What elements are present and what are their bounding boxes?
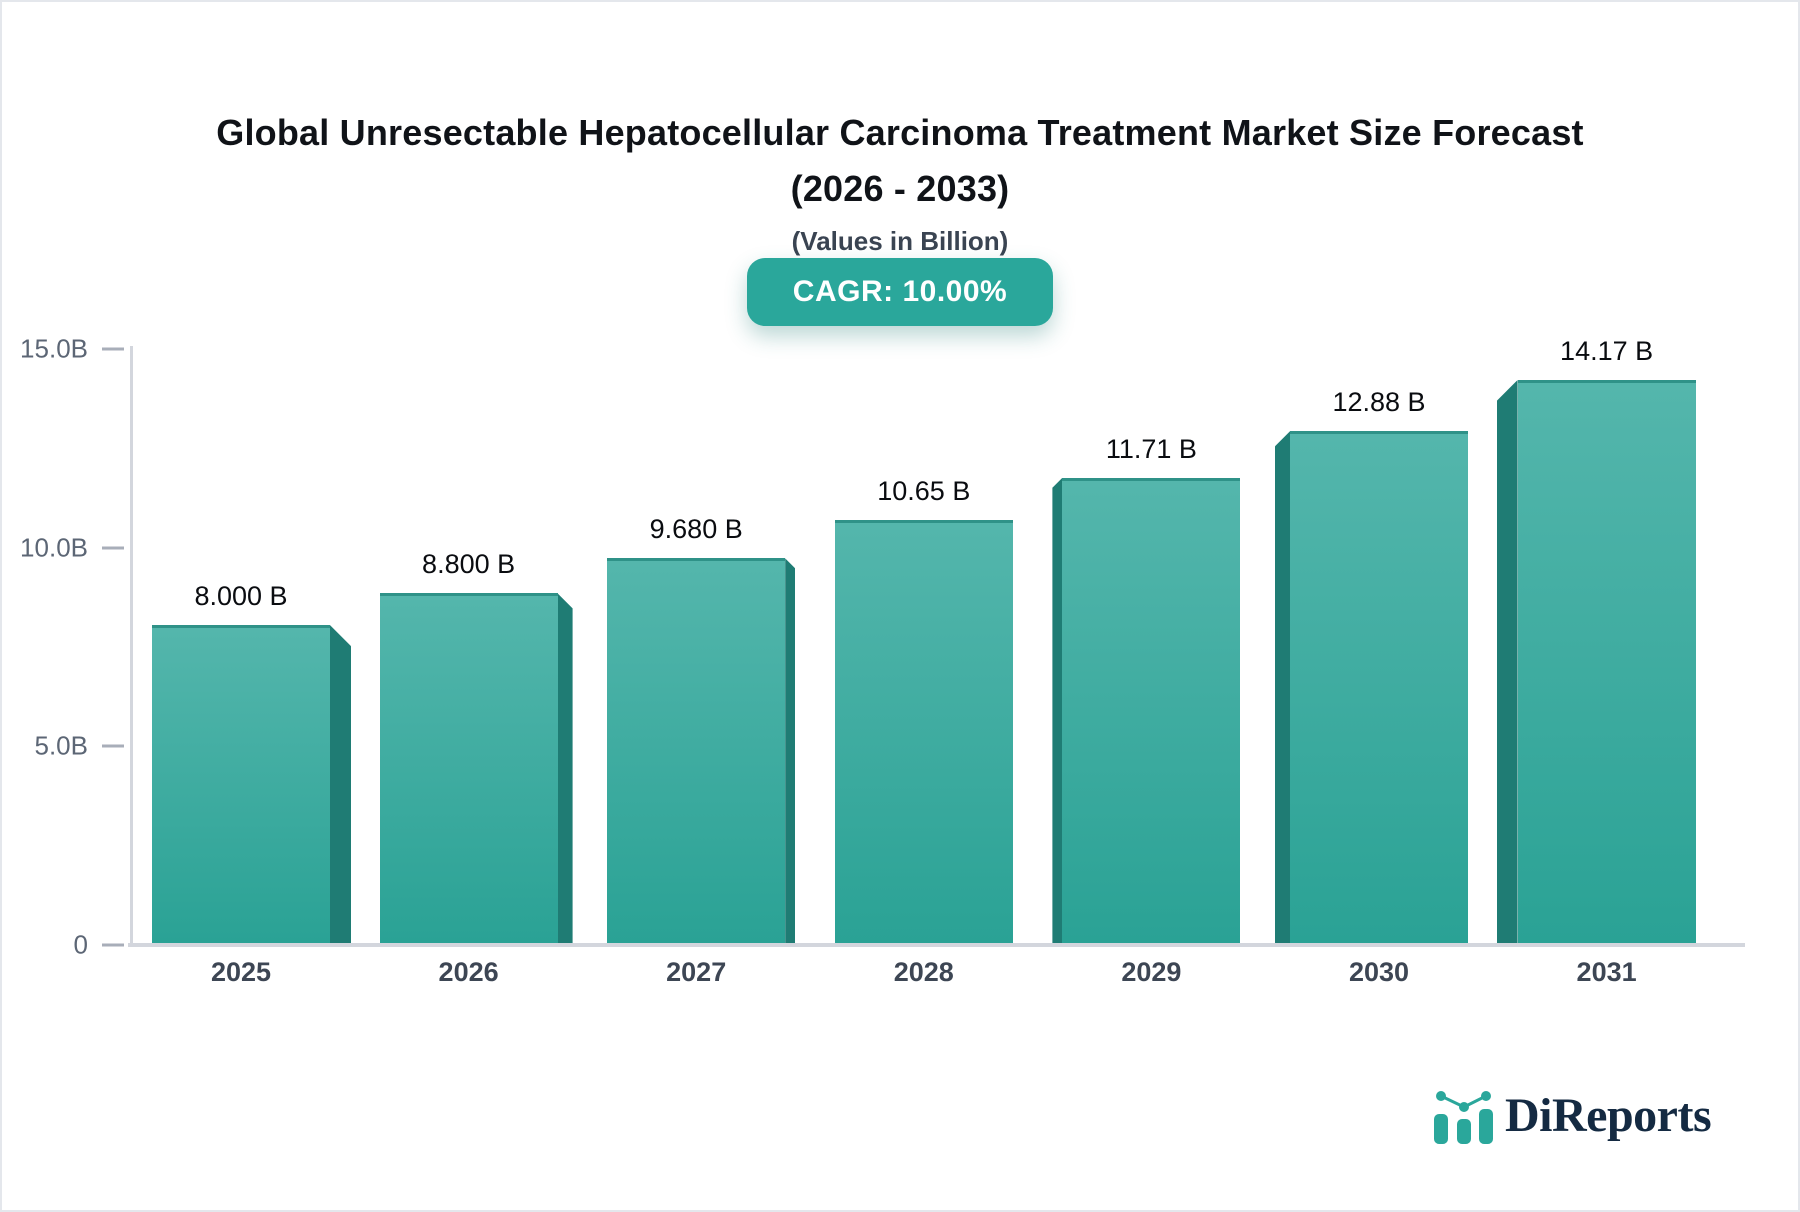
bar-2025 — [152, 625, 330, 943]
bar-value-label: 8.800 B — [422, 549, 516, 580]
chart-title-line2: (2026 - 2033) — [790, 168, 1010, 209]
x-axis-line — [128, 943, 1745, 947]
bar-chart-logo-icon — [1434, 1091, 1493, 1144]
y-axis-tick-label: 15.0B — [20, 333, 88, 364]
logo-text: DiReports — [1505, 1088, 1712, 1142]
bar-value-label: 8.000 B — [194, 581, 288, 612]
y-axis-tick-label: 0 — [73, 929, 88, 960]
bar-3d-side — [1275, 431, 1290, 943]
bar-3d-side — [330, 625, 351, 943]
bar-2027 — [607, 558, 786, 943]
bar-3d-side — [1052, 477, 1063, 943]
bar-2028 — [834, 519, 1013, 943]
y-axis-tick — [102, 546, 124, 550]
direports-logo: DiReports — [1432, 1086, 1712, 1144]
chart-subtitle: (Values in Billion) — [791, 226, 1009, 256]
bar-value-label: 14.17 B — [1560, 335, 1654, 366]
bar-value-label: 10.65 B — [877, 475, 971, 506]
bar-2031 — [1517, 379, 1696, 943]
x-axis-category-label: 2030 — [1348, 957, 1410, 987]
x-axis-category-label: 2029 — [1121, 957, 1182, 987]
bar-3d-side — [785, 558, 796, 943]
chart-title-line1: Global Unresectable Hepatocellular Carci… — [216, 112, 1584, 153]
bar-2029 — [1062, 477, 1241, 943]
cagr-badge-container: CAGR: 10.00% — [2, 258, 1798, 326]
bar-value-label: 12.88 B — [1332, 387, 1426, 418]
x-axis-category-label: 2025 — [210, 957, 272, 987]
x-axis-category-label: 2027 — [666, 957, 727, 987]
y-axis-tick-label: 5.0B — [34, 730, 89, 761]
x-axis-category-label: 2026 — [438, 957, 499, 987]
y-axis-line — [130, 346, 133, 947]
bar-2026 — [379, 593, 558, 943]
y-axis-tick — [102, 347, 124, 351]
x-axis-category-label: 2028 — [893, 957, 954, 987]
cagr-badge: CAGR: 10.00% — [746, 258, 1054, 326]
y-axis-tick — [102, 744, 124, 748]
y-axis-tick — [102, 943, 124, 947]
x-axis-category-label: 2031 — [1576, 957, 1637, 987]
bar-value-label: 9.680 B — [649, 514, 743, 545]
bar-value-label: 11.71 B — [1105, 433, 1197, 464]
bar-3d-side — [557, 593, 573, 943]
bar-2030 — [1290, 431, 1468, 943]
bar-3d-side — [1496, 379, 1518, 943]
y-axis-tick-label: 10.0B — [20, 532, 88, 563]
